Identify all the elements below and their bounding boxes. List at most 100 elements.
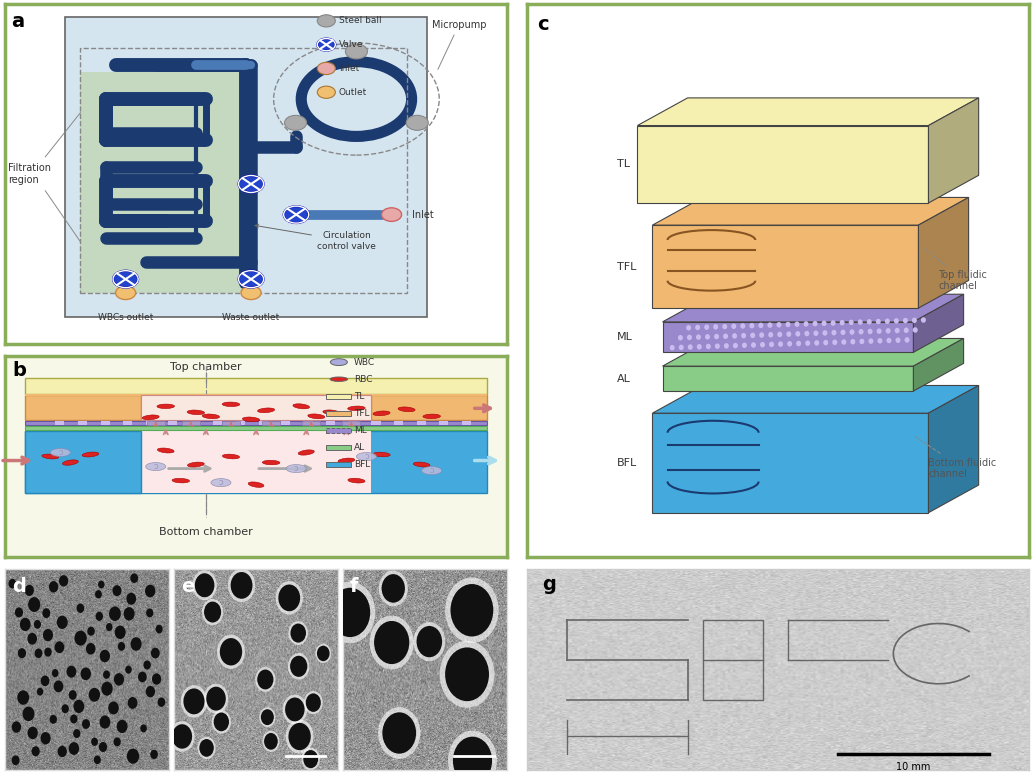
Ellipse shape	[330, 377, 347, 382]
Text: Filtration
region: Filtration region	[7, 163, 51, 185]
Bar	[147, 421, 164, 426]
Ellipse shape	[242, 417, 260, 422]
Circle shape	[285, 697, 305, 721]
Circle shape	[286, 464, 306, 473]
Circle shape	[127, 748, 140, 764]
Circle shape	[823, 340, 828, 345]
Circle shape	[714, 334, 719, 339]
Circle shape	[172, 724, 192, 748]
Circle shape	[804, 330, 810, 337]
Bar	[191, 421, 200, 426]
Text: Bottom fluidic
channel: Bottom fluidic channel	[916, 437, 997, 479]
Text: TL: TL	[354, 392, 364, 401]
Circle shape	[706, 344, 710, 349]
Circle shape	[40, 676, 50, 687]
Circle shape	[18, 690, 29, 705]
Circle shape	[146, 463, 165, 471]
Circle shape	[759, 332, 764, 337]
Text: Circulation
control valve: Circulation control valve	[254, 224, 375, 251]
Circle shape	[204, 683, 229, 714]
Circle shape	[317, 86, 335, 98]
Circle shape	[317, 63, 335, 74]
Circle shape	[54, 680, 63, 693]
Text: ɔ: ɔ	[153, 462, 158, 471]
Circle shape	[869, 338, 874, 344]
Circle shape	[374, 621, 409, 664]
Circle shape	[832, 340, 838, 345]
Bar	[327, 411, 352, 416]
Text: WBCs outlet: WBCs outlet	[98, 313, 153, 322]
Circle shape	[805, 341, 811, 346]
Circle shape	[285, 719, 313, 754]
Circle shape	[124, 607, 134, 621]
Circle shape	[714, 344, 720, 349]
Circle shape	[44, 648, 52, 656]
Circle shape	[885, 318, 890, 324]
Circle shape	[66, 666, 77, 678]
Circle shape	[850, 329, 854, 335]
Circle shape	[130, 574, 139, 583]
Circle shape	[113, 585, 122, 596]
Bar	[236, 421, 245, 426]
Circle shape	[62, 704, 69, 713]
Circle shape	[115, 625, 126, 639]
Circle shape	[130, 637, 142, 651]
Circle shape	[904, 327, 909, 333]
Circle shape	[302, 748, 320, 770]
Circle shape	[50, 715, 57, 724]
Text: ɔ: ɔ	[218, 478, 223, 487]
Text: WBC: WBC	[354, 358, 375, 367]
Circle shape	[146, 686, 155, 697]
Bar	[25, 394, 487, 396]
Circle shape	[276, 581, 303, 615]
Circle shape	[859, 339, 864, 344]
Ellipse shape	[203, 414, 219, 419]
Circle shape	[370, 615, 414, 670]
Circle shape	[125, 666, 131, 673]
Circle shape	[114, 673, 124, 686]
Circle shape	[11, 721, 21, 733]
Circle shape	[317, 15, 335, 27]
Circle shape	[778, 332, 783, 337]
Bar	[371, 421, 381, 426]
Circle shape	[87, 627, 95, 635]
Circle shape	[849, 320, 854, 325]
Circle shape	[204, 601, 221, 622]
Circle shape	[70, 714, 78, 724]
Circle shape	[239, 176, 264, 193]
Circle shape	[439, 641, 494, 708]
Circle shape	[288, 622, 308, 645]
Circle shape	[733, 343, 738, 348]
Circle shape	[18, 648, 26, 658]
Circle shape	[241, 286, 262, 300]
Bar	[327, 462, 352, 467]
Circle shape	[796, 341, 801, 346]
Circle shape	[28, 727, 38, 739]
Text: c: c	[537, 15, 549, 34]
Circle shape	[89, 688, 100, 702]
Circle shape	[94, 755, 101, 764]
Bar	[222, 421, 240, 426]
Circle shape	[794, 321, 799, 327]
Circle shape	[42, 608, 51, 618]
Ellipse shape	[222, 454, 240, 459]
Text: BFL: BFL	[617, 458, 638, 468]
Circle shape	[263, 731, 279, 752]
Circle shape	[787, 341, 792, 347]
Circle shape	[77, 604, 84, 613]
Bar	[65, 18, 427, 317]
Circle shape	[822, 330, 827, 336]
Circle shape	[98, 580, 104, 588]
Circle shape	[723, 334, 728, 339]
Circle shape	[114, 738, 121, 746]
Circle shape	[128, 697, 138, 709]
Text: Inlet: Inlet	[412, 210, 433, 220]
Circle shape	[382, 207, 401, 221]
Circle shape	[170, 721, 194, 752]
Text: Top chamber: Top chamber	[170, 362, 242, 372]
Ellipse shape	[423, 414, 440, 419]
Circle shape	[858, 320, 862, 325]
Ellipse shape	[347, 478, 365, 483]
Circle shape	[704, 324, 709, 330]
Bar	[25, 431, 487, 493]
